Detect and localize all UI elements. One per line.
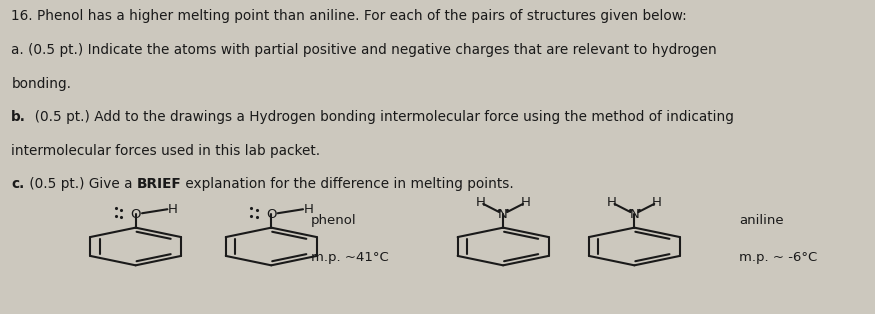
Text: O: O [130,208,141,221]
Text: N: N [498,208,508,221]
Text: 16. Phenol has a higher melting point than aniline. For each of the pairs of str: 16. Phenol has a higher melting point th… [11,9,687,24]
Text: c.: c. [11,177,24,192]
Text: bonding.: bonding. [11,77,72,91]
Text: (0.5 pt.) Give a: (0.5 pt.) Give a [24,177,136,192]
Text: m.p. ~ -6°C: m.p. ~ -6°C [739,251,817,264]
Text: O: O [266,208,276,221]
Text: phenol: phenol [311,214,356,226]
Text: aniline: aniline [739,214,784,226]
Text: intermolecular forces used in this lab packet.: intermolecular forces used in this lab p… [11,144,320,158]
Text: N: N [629,208,640,221]
Text: explanation for the difference in melting points.: explanation for the difference in meltin… [181,177,514,192]
Text: H: H [476,196,486,209]
Text: (0.5 pt.) Add to the drawings a Hydrogen bonding intermolecular force using the : (0.5 pt.) Add to the drawings a Hydrogen… [26,110,734,124]
Text: H: H [652,196,662,209]
Text: H: H [521,196,530,209]
Text: m.p. ~41°C: m.p. ~41°C [311,251,388,264]
Text: BRIEF: BRIEF [136,177,181,192]
Text: H: H [607,196,617,209]
Text: b.: b. [11,110,26,124]
Text: H: H [168,203,178,216]
Text: H: H [304,203,313,216]
Text: a. (0.5 pt.) Indicate the atoms with partial positive and negative charges that : a. (0.5 pt.) Indicate the atoms with par… [11,43,718,57]
